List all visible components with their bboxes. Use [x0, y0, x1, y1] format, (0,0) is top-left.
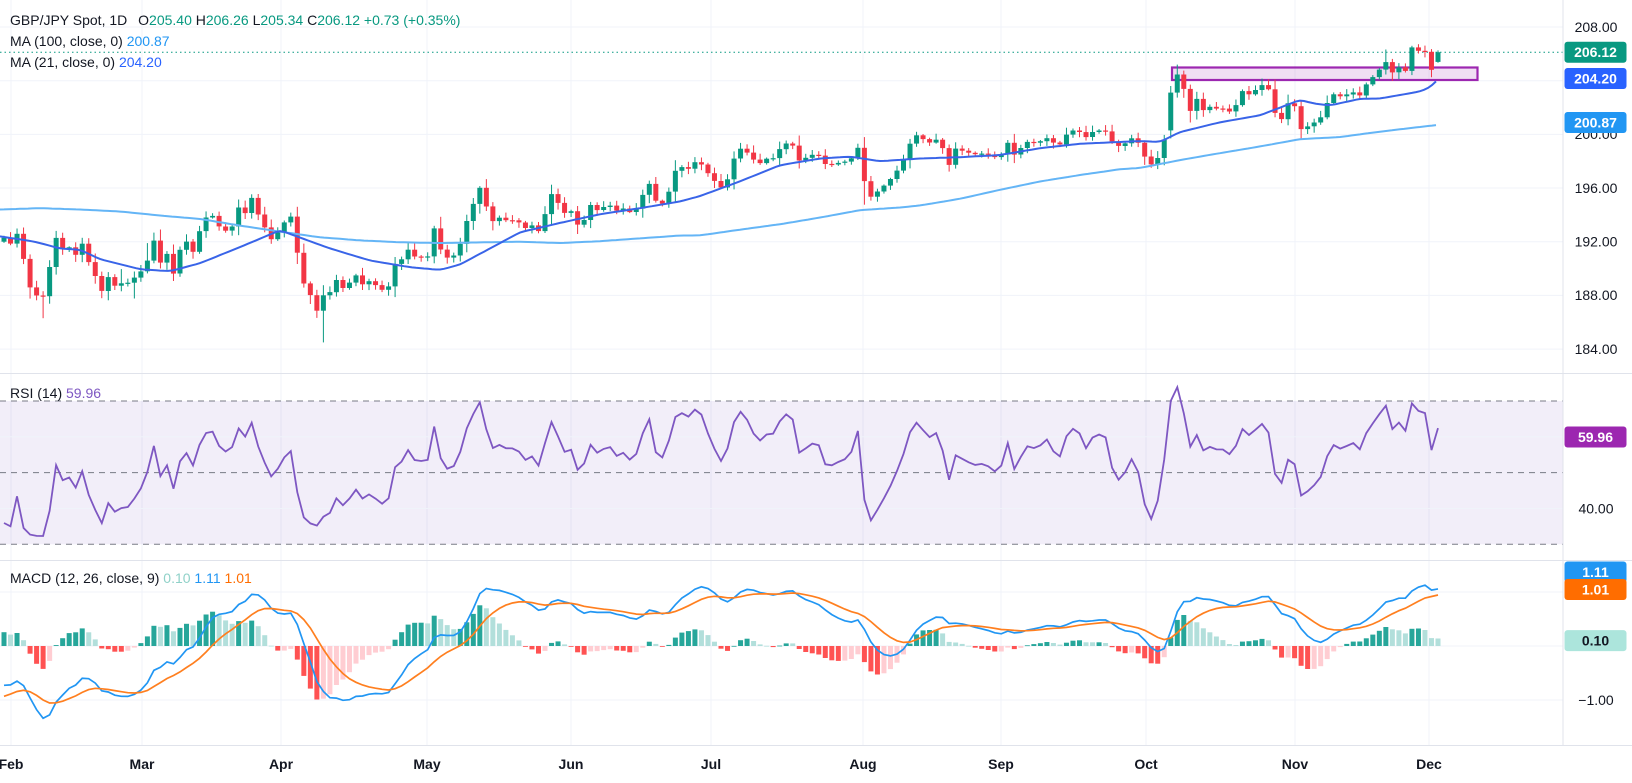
- svg-text:Dec: Dec: [1416, 756, 1442, 772]
- svg-text:Apr: Apr: [269, 756, 294, 772]
- svg-text:MACD (12, 26, close, 9) 0.10: MACD (12, 26, close, 9) 0.10 1.11 1.01: [10, 570, 252, 586]
- svg-text:Jul: Jul: [701, 756, 721, 772]
- svg-text:1.11: 1.11: [1582, 564, 1609, 580]
- svg-text:Sep: Sep: [988, 756, 1014, 772]
- svg-text:Feb: Feb: [0, 756, 23, 772]
- svg-text:Nov: Nov: [1282, 756, 1309, 772]
- svg-text:RSI (14) 59.96: RSI (14) 59.96: [10, 385, 101, 401]
- svg-text:208.00: 208.00: [1575, 19, 1618, 35]
- svg-text:Mar: Mar: [130, 756, 155, 772]
- svg-text:Jun: Jun: [559, 756, 584, 772]
- svg-text:206.12: 206.12: [1574, 44, 1617, 60]
- svg-text:192.00: 192.00: [1575, 234, 1618, 250]
- svg-text:GBP/JPY Spot, 1D O205.40 H20: GBP/JPY Spot, 1D O205.40 H206.26 L205.34…: [10, 12, 460, 28]
- svg-text:204.20: 204.20: [1574, 70, 1617, 86]
- svg-text:200.87: 200.87: [1574, 114, 1617, 130]
- svg-text:1.01: 1.01: [1582, 581, 1609, 597]
- svg-text:59.96: 59.96: [1578, 429, 1613, 445]
- svg-text:Aug: Aug: [849, 756, 876, 772]
- svg-text:0.10: 0.10: [1582, 632, 1609, 648]
- svg-text:184.00: 184.00: [1575, 341, 1618, 357]
- svg-text:−1.00: −1.00: [1578, 692, 1614, 708]
- svg-text:MA (100, close, 0) 200.87: MA (100, close, 0) 200.87: [10, 33, 170, 49]
- svg-text:MA (21, close, 0) 204.20: MA (21, close, 0) 204.20: [10, 54, 162, 70]
- svg-text:196.00: 196.00: [1575, 180, 1618, 196]
- svg-text:May: May: [413, 756, 440, 772]
- svg-text:40.00: 40.00: [1578, 500, 1613, 516]
- svg-text:Oct: Oct: [1134, 756, 1158, 772]
- svg-text:188.00: 188.00: [1575, 287, 1618, 303]
